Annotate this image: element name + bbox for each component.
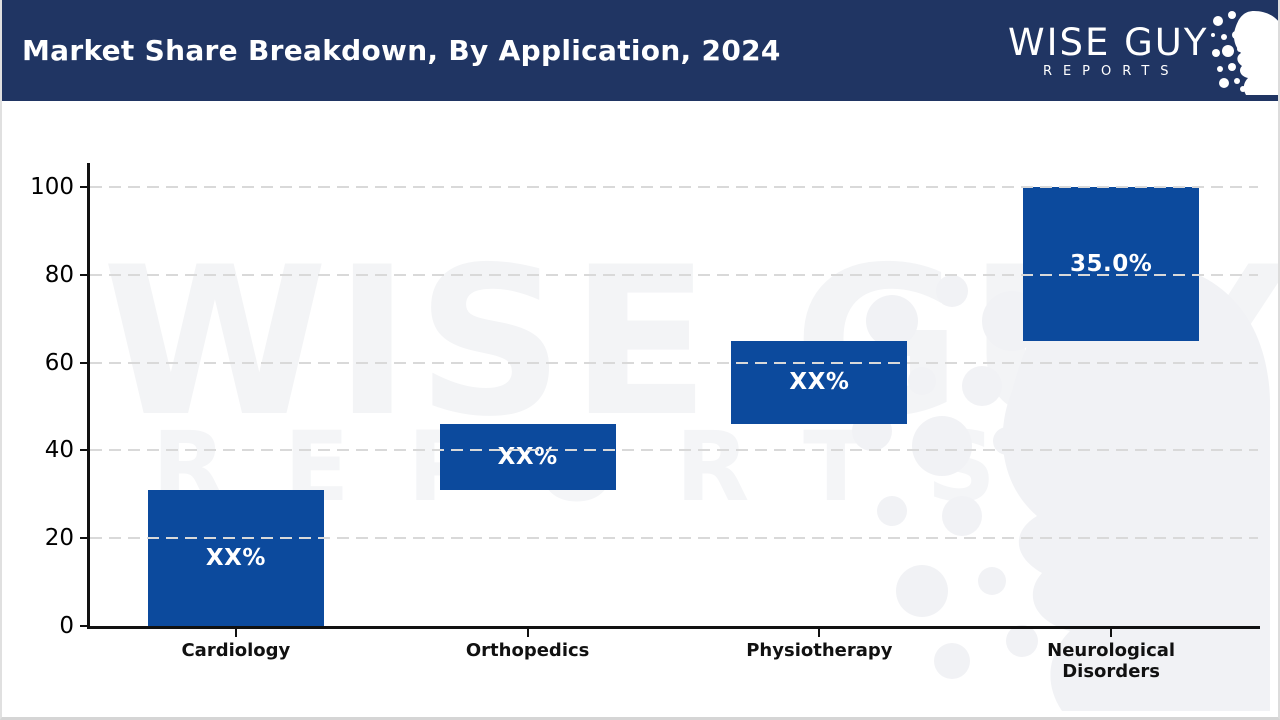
logo-wordmark: WISE GUY REPORTS — [1008, 21, 1209, 80]
brand-logo: WISE GUY REPORTS — [1008, 6, 1278, 96]
logo-name: WISE GUY — [1008, 21, 1209, 64]
x-axis-line — [87, 626, 1260, 629]
x-tick-mark — [526, 629, 529, 637]
y-tick-label: 60 — [44, 349, 74, 376]
bar-value-label: XX% — [789, 369, 850, 396]
bar-orthopedics: XX% — [439, 424, 616, 490]
x-tick-mark — [1110, 629, 1113, 637]
bar-cardiology: XX% — [147, 489, 324, 626]
y-tick-mark — [80, 361, 89, 364]
x-tick-mark — [818, 629, 821, 637]
y-tick-label: 40 — [44, 437, 74, 464]
y-tick-mark — [80, 625, 89, 627]
x-tick-label-neurological-disorders: Neurological Disorders — [1047, 640, 1176, 682]
gridline-20 — [90, 537, 1258, 540]
logo-face-icon — [1211, 11, 1278, 95]
y-tick-label: 20 — [44, 525, 74, 552]
x-tick-label-orthopedics: Orthopedics — [465, 640, 590, 661]
gridline-40 — [90, 449, 1258, 452]
header: Market Share Breakdown, By Application, … — [2, 0, 1278, 101]
bar-physiotherapy: XX% — [731, 340, 908, 425]
x-tick-label-physiotherapy: Physiotherapy — [746, 640, 893, 661]
gridline-80 — [90, 273, 1258, 276]
y-tick-label: 80 — [44, 261, 74, 288]
bar-value-label: XX% — [497, 443, 558, 470]
logo-subtitle: REPORTS — [1042, 64, 1180, 79]
y-tick-mark — [80, 449, 89, 452]
gridline-60 — [90, 361, 1258, 364]
y-axis-line — [87, 163, 90, 629]
y-tick-label: 0 — [59, 613, 74, 639]
y-tick-label: 100 — [30, 174, 74, 200]
gridline-100 — [90, 186, 1258, 188]
y-tick-mark — [80, 537, 89, 540]
bar-neurological-disorders: 35.0% — [1023, 187, 1200, 341]
y-tick-mark — [80, 186, 89, 188]
x-tick-mark — [234, 629, 237, 637]
page-title: Market Share Breakdown, By Application, … — [22, 34, 781, 67]
bar-value-label: XX% — [205, 544, 266, 571]
x-tick-label-cardiology: Cardiology — [181, 640, 291, 661]
y-tick-mark — [80, 273, 89, 276]
